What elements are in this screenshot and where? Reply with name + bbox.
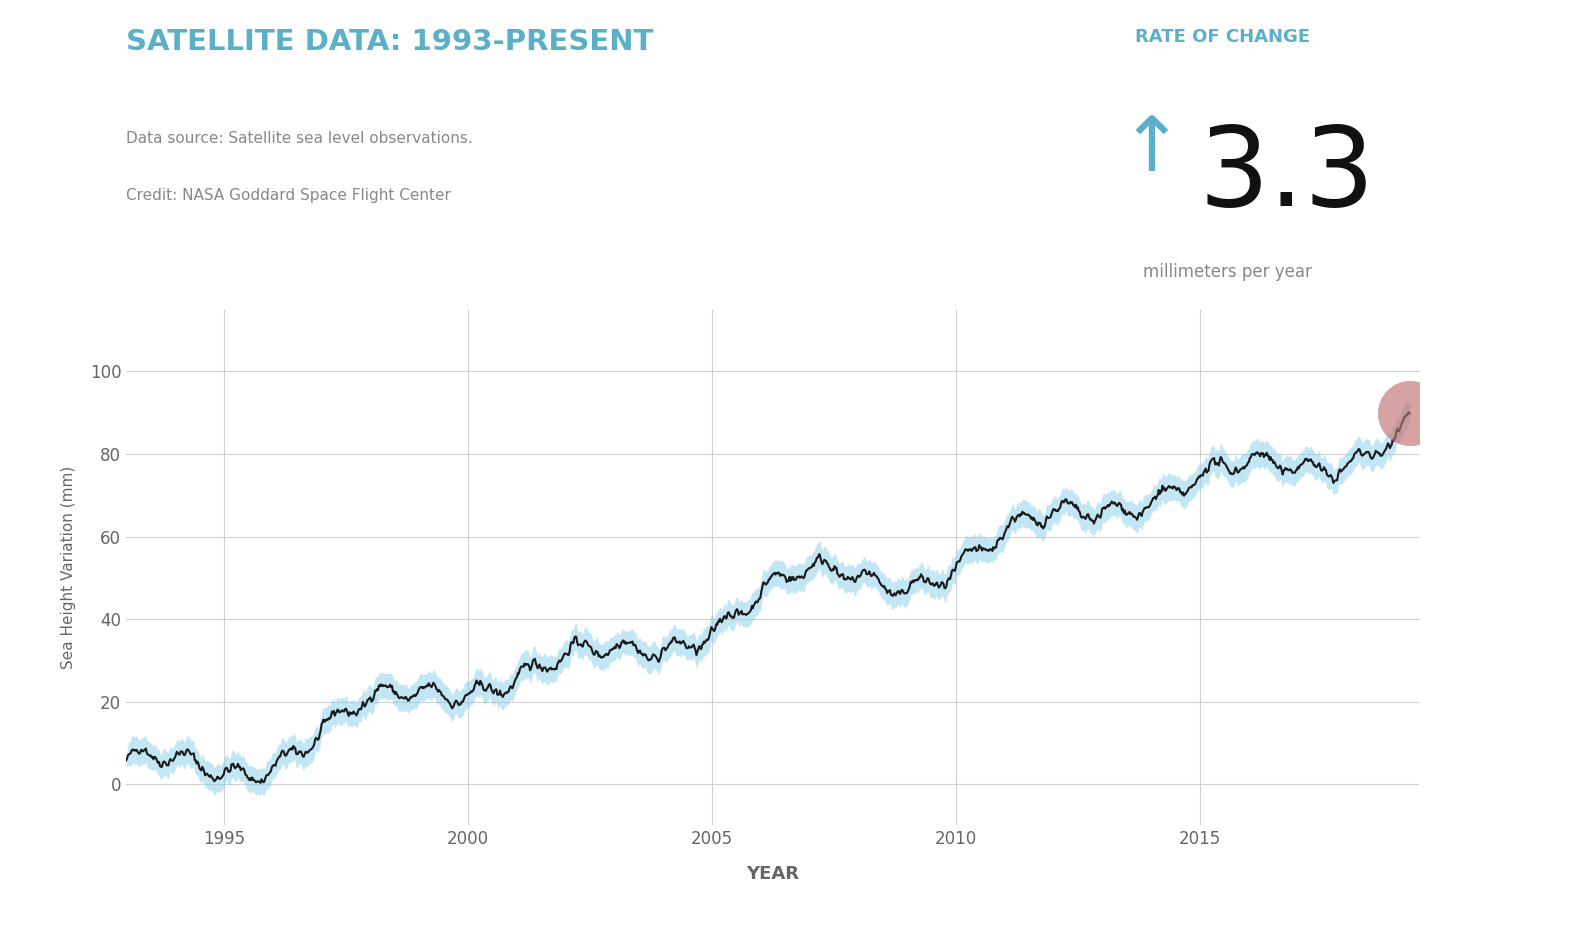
Text: SATELLITE DATA: 1993-PRESENT: SATELLITE DATA: 1993-PRESENT [126, 28, 653, 56]
Text: ↑: ↑ [1120, 113, 1184, 187]
Text: Credit: NASA Goddard Space Flight Center: Credit: NASA Goddard Space Flight Center [126, 188, 451, 203]
X-axis label: YEAR: YEAR [746, 865, 800, 883]
Point [1397, 406, 1422, 421]
Text: RATE OF CHANGE: RATE OF CHANGE [1135, 28, 1310, 46]
Text: 3.3: 3.3 [1199, 122, 1375, 229]
Text: Data source: Satellite sea level observations.: Data source: Satellite sea level observa… [126, 131, 473, 146]
Y-axis label: Sea Height Variation (mm): Sea Height Variation (mm) [62, 466, 76, 669]
Text: millimeters per year: millimeters per year [1143, 263, 1312, 280]
